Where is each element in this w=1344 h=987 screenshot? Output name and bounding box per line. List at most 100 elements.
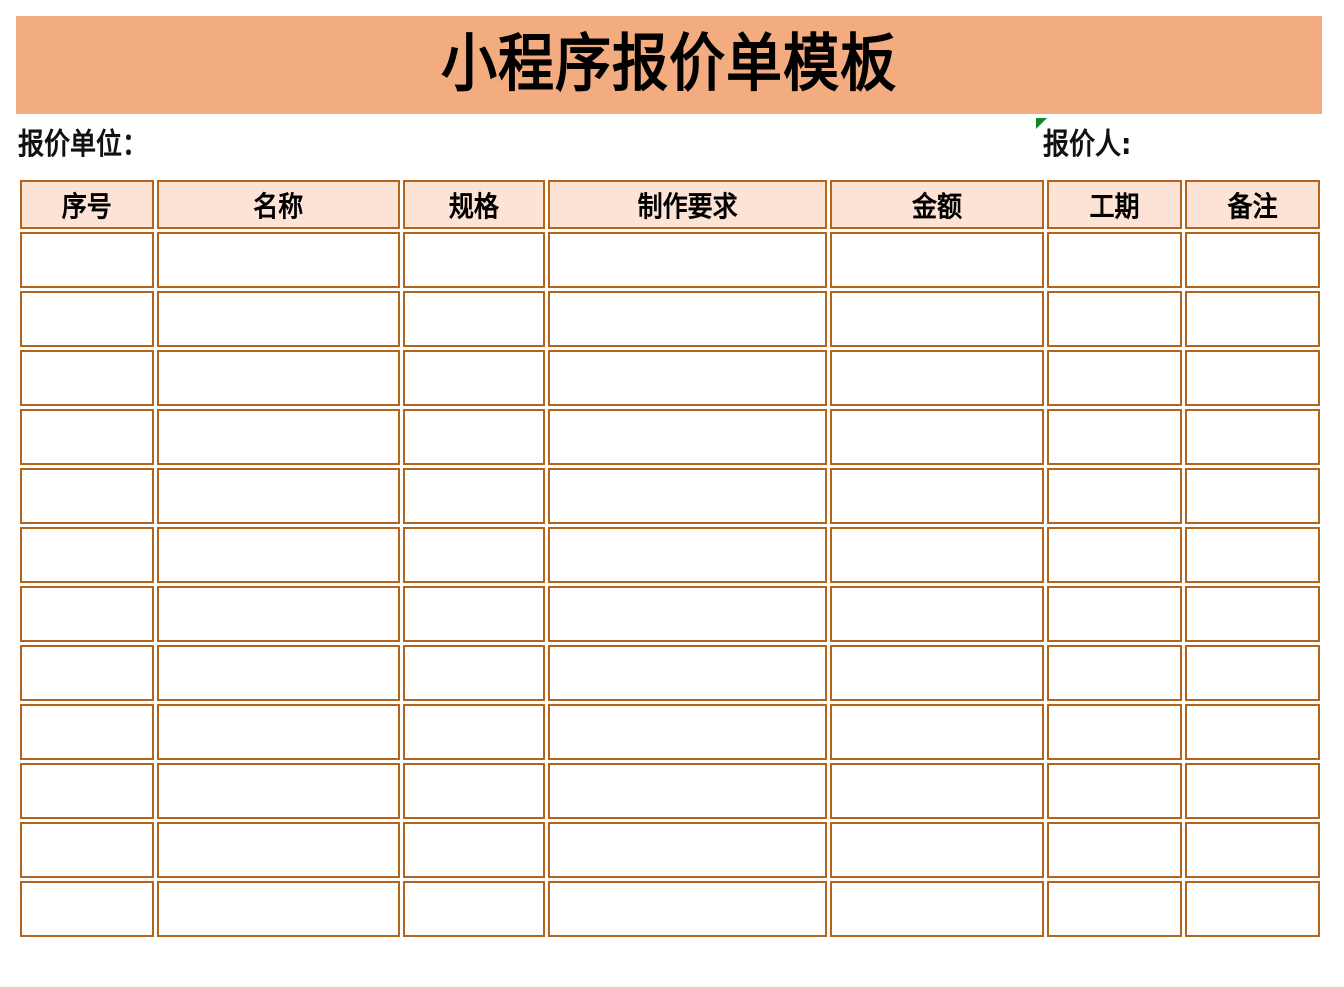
cell-amount[interactable]	[830, 527, 1044, 583]
cell-spec[interactable]	[402, 232, 545, 288]
cell-period[interactable]	[1046, 645, 1183, 701]
cell-remark[interactable]	[1185, 881, 1320, 937]
cell-period[interactable]	[1046, 704, 1183, 760]
cell-req[interactable]	[547, 527, 828, 583]
cell-no[interactable]	[20, 704, 154, 760]
table-row	[20, 291, 1320, 347]
column-header-period: 工期	[1046, 180, 1183, 229]
cell-period[interactable]	[1046, 409, 1183, 465]
cell-no[interactable]	[20, 409, 154, 465]
cell-name[interactable]	[156, 468, 400, 524]
cell-name[interactable]	[156, 763, 400, 819]
cell-no[interactable]	[20, 881, 154, 937]
cell-name[interactable]	[156, 704, 400, 760]
column-header-label: 备注	[1227, 189, 1278, 223]
cell-amount[interactable]	[830, 763, 1044, 819]
cell-no[interactable]	[20, 763, 154, 819]
cell-period[interactable]	[1046, 763, 1183, 819]
cell-name[interactable]	[156, 527, 400, 583]
column-header-label: 制作要求	[637, 189, 738, 223]
cell-amount[interactable]	[830, 881, 1044, 937]
cell-period[interactable]	[1046, 881, 1183, 937]
column-header-remark: 备注	[1185, 180, 1320, 229]
cell-amount[interactable]	[830, 586, 1044, 642]
cell-period[interactable]	[1046, 350, 1183, 406]
cell-remark[interactable]	[1185, 586, 1320, 642]
cell-name[interactable]	[156, 232, 400, 288]
column-header-label: 金额	[912, 189, 963, 223]
cell-req[interactable]	[547, 822, 828, 878]
cell-name[interactable]	[156, 822, 400, 878]
cell-period[interactable]	[1046, 586, 1183, 642]
cell-remark[interactable]	[1185, 350, 1320, 406]
cell-amount[interactable]	[830, 291, 1044, 347]
cell-amount[interactable]	[830, 468, 1044, 524]
cell-req[interactable]	[547, 409, 828, 465]
column-header-no: 序号	[20, 180, 154, 229]
cell-spec[interactable]	[402, 645, 545, 701]
cell-remark[interactable]	[1185, 704, 1320, 760]
cell-spec[interactable]	[402, 763, 545, 819]
cell-no[interactable]	[20, 291, 154, 347]
cell-req[interactable]	[547, 586, 828, 642]
cell-spec[interactable]	[402, 291, 545, 347]
cell-req[interactable]	[547, 704, 828, 760]
cell-name[interactable]	[156, 881, 400, 937]
document-title-band: 小程序报价单模板	[16, 16, 1322, 114]
cell-remark[interactable]	[1185, 645, 1320, 701]
cell-amount[interactable]	[830, 822, 1044, 878]
cell-no[interactable]	[20, 527, 154, 583]
cell-name[interactable]	[156, 586, 400, 642]
table-row	[20, 468, 1320, 524]
cell-remark[interactable]	[1185, 232, 1320, 288]
cell-spec[interactable]	[402, 527, 545, 583]
column-header-req: 制作要求	[547, 180, 828, 229]
column-header-label: 名称	[253, 189, 304, 223]
cell-spec[interactable]	[402, 704, 545, 760]
cell-spec[interactable]	[402, 881, 545, 937]
cell-remark[interactable]	[1185, 763, 1320, 819]
cell-no[interactable]	[20, 586, 154, 642]
table-row	[20, 586, 1320, 642]
cell-no[interactable]	[20, 822, 154, 878]
cell-no[interactable]	[20, 645, 154, 701]
cell-no[interactable]	[20, 350, 154, 406]
cell-remark[interactable]	[1185, 527, 1320, 583]
page-title: 小程序报价单模板	[441, 28, 897, 101]
cell-req[interactable]	[547, 468, 828, 524]
cell-req[interactable]	[547, 881, 828, 937]
cell-period[interactable]	[1046, 527, 1183, 583]
cell-remark[interactable]	[1185, 468, 1320, 524]
cell-name[interactable]	[156, 350, 400, 406]
cell-amount[interactable]	[830, 350, 1044, 406]
cell-period[interactable]	[1046, 468, 1183, 524]
cell-remark[interactable]	[1185, 409, 1320, 465]
cell-name[interactable]	[156, 409, 400, 465]
quote-person-label: 报价人:	[1043, 127, 1132, 163]
quotation-table: 序号 名称 规格 制作要求 金额 工期 备注	[17, 177, 1323, 940]
cell-amount[interactable]	[830, 645, 1044, 701]
cell-spec[interactable]	[402, 350, 545, 406]
cell-spec[interactable]	[402, 409, 545, 465]
cell-req[interactable]	[547, 291, 828, 347]
cell-amount[interactable]	[830, 704, 1044, 760]
cell-spec[interactable]	[402, 586, 545, 642]
cell-no[interactable]	[20, 468, 154, 524]
table-head: 序号 名称 规格 制作要求 金额 工期 备注	[20, 180, 1320, 229]
cell-remark[interactable]	[1185, 291, 1320, 347]
cell-spec[interactable]	[402, 822, 545, 878]
cell-period[interactable]	[1046, 232, 1183, 288]
cell-req[interactable]	[547, 763, 828, 819]
cell-name[interactable]	[156, 645, 400, 701]
cell-period[interactable]	[1046, 822, 1183, 878]
cell-no[interactable]	[20, 232, 154, 288]
cell-req[interactable]	[547, 350, 828, 406]
cell-spec[interactable]	[402, 468, 545, 524]
cell-req[interactable]	[547, 232, 828, 288]
cell-amount[interactable]	[830, 409, 1044, 465]
cell-period[interactable]	[1046, 291, 1183, 347]
cell-remark[interactable]	[1185, 822, 1320, 878]
cell-amount[interactable]	[830, 232, 1044, 288]
cell-name[interactable]	[156, 291, 400, 347]
cell-req[interactable]	[547, 645, 828, 701]
